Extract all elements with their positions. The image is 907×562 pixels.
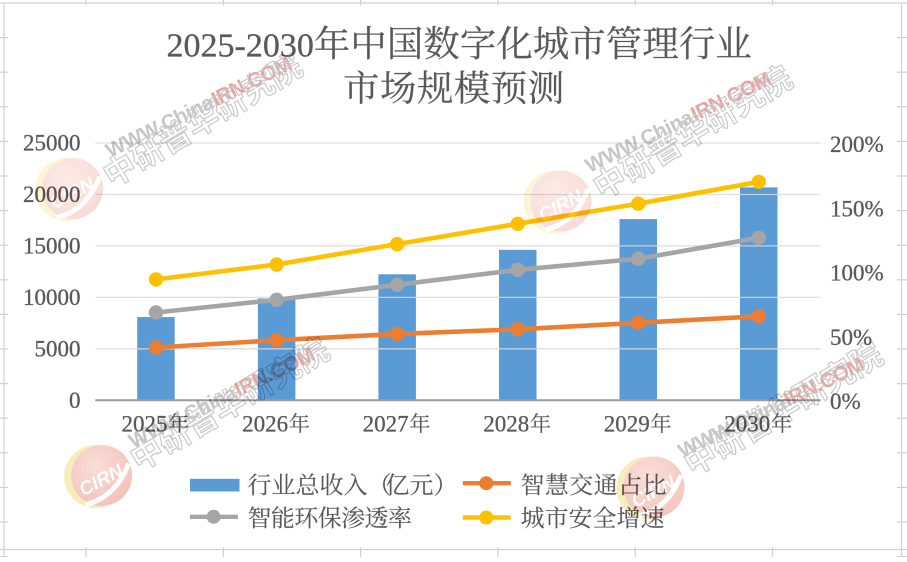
svg-text:2028: 2028 [483,412,529,437]
svg-text:5000: 5000 [35,336,81,361]
svg-text:150%: 150% [830,196,884,221]
svg-text:2026: 2026 [242,412,288,437]
svg-text:2029: 2029 [604,412,650,437]
svg-text:0%: 0% [830,389,861,414]
svg-text:10000: 10000 [23,285,81,310]
svg-text:15000: 15000 [23,233,81,258]
svg-text:2025: 2025 [122,412,168,437]
svg-text:2027: 2027 [363,412,409,437]
svg-text:0: 0 [69,388,81,413]
svg-text:2025-2030: 2025-2030 [167,28,314,65]
svg-text:200%: 200% [830,132,884,157]
svg-text:50%: 50% [830,325,872,350]
svg-text:25000: 25000 [23,131,81,156]
svg-text:100%: 100% [830,261,884,286]
